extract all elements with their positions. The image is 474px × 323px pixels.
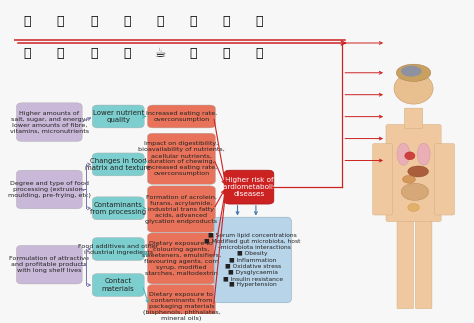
Text: 🥤: 🥤 <box>90 15 97 27</box>
Ellipse shape <box>401 183 428 201</box>
Ellipse shape <box>394 73 433 104</box>
Text: 🍔: 🍔 <box>156 15 164 27</box>
FancyBboxPatch shape <box>147 133 216 184</box>
Ellipse shape <box>401 66 421 77</box>
Text: ■ Serum lipid concentrations
■ Modified gut microbiota, host
  –microbiota inter: ■ Serum lipid concentrations ■ Modified … <box>204 233 301 287</box>
Text: 🍿: 🍿 <box>24 15 31 27</box>
Text: 🍟: 🍟 <box>24 47 31 60</box>
Text: Higher risk of
cardiometabolic
diseases: Higher risk of cardiometabolic diseases <box>220 177 278 197</box>
Text: 🍔: 🍔 <box>57 47 64 60</box>
Text: 🌮: 🌮 <box>255 47 263 60</box>
FancyBboxPatch shape <box>415 213 432 309</box>
FancyBboxPatch shape <box>435 143 455 215</box>
FancyBboxPatch shape <box>92 105 144 128</box>
Text: 🍨: 🍨 <box>189 47 197 60</box>
FancyBboxPatch shape <box>404 108 423 128</box>
Text: 🥪: 🥪 <box>222 47 230 60</box>
Text: Degree and type of food
processing (extrusion,
moulding, pre-frying, etc): Degree and type of food processing (extr… <box>8 181 91 198</box>
Text: ☕: ☕ <box>154 47 165 60</box>
Text: 🍩: 🍩 <box>90 47 97 60</box>
FancyBboxPatch shape <box>92 238 144 260</box>
Text: Food additives and other
industrial ingredients: Food additives and other industrial ingr… <box>78 244 158 255</box>
Text: 🍕: 🍕 <box>189 15 197 27</box>
FancyBboxPatch shape <box>92 197 144 220</box>
Ellipse shape <box>397 143 410 165</box>
Ellipse shape <box>408 166 428 177</box>
Text: Dietary exposure to
colouring agents,
sweeteners, emulsifiers,
flavouring agents: Dietary exposure to colouring agents, sw… <box>142 241 221 276</box>
FancyBboxPatch shape <box>92 274 144 297</box>
Text: Higher amounts of
salt, sugar, and energy;
lower amounts of fibre,
vitamins, mic: Higher amounts of salt, sugar, and energ… <box>10 110 89 134</box>
FancyBboxPatch shape <box>373 143 392 215</box>
Ellipse shape <box>396 64 431 81</box>
Text: Impact on digestibility,
bioavailability of nutrients,
acellular nutrients,
dura: Impact on digestibility, bioavailability… <box>138 141 225 176</box>
Text: Changes in food
matrix and texture: Changes in food matrix and texture <box>85 158 151 171</box>
FancyBboxPatch shape <box>397 213 413 309</box>
Text: Increased eating rate,
overconsumption: Increased eating rate, overconsumption <box>146 111 217 122</box>
Text: Formulation of attractive
and profitable products
with long shelf lives: Formulation of attractive and profitable… <box>9 256 89 273</box>
Text: Contaminants
from processing: Contaminants from processing <box>90 202 146 215</box>
FancyBboxPatch shape <box>92 153 144 176</box>
Text: Lower nutrient
quality: Lower nutrient quality <box>92 110 144 123</box>
Ellipse shape <box>402 175 415 183</box>
Text: 🧃: 🧃 <box>222 15 230 27</box>
FancyBboxPatch shape <box>17 103 82 141</box>
Ellipse shape <box>417 143 430 165</box>
Text: 🌭: 🌭 <box>123 15 130 27</box>
FancyBboxPatch shape <box>147 105 216 128</box>
FancyBboxPatch shape <box>147 186 216 232</box>
Text: 🥚: 🥚 <box>57 15 64 27</box>
FancyBboxPatch shape <box>147 285 216 323</box>
FancyBboxPatch shape <box>147 233 216 284</box>
FancyBboxPatch shape <box>214 217 292 303</box>
FancyBboxPatch shape <box>17 170 82 209</box>
Text: 🧂: 🧂 <box>255 15 263 27</box>
FancyBboxPatch shape <box>17 245 82 284</box>
FancyBboxPatch shape <box>224 170 274 204</box>
Ellipse shape <box>408 203 419 212</box>
Text: Dietary exposure to
contaminants from
packaging materials
(bisphenols, phthalate: Dietary exposure to contaminants from pa… <box>143 292 220 321</box>
Text: Formation of acrolein,
furans, acrylamide,
industrial trans fatty
acids, advance: Formation of acrolein, furans, acrylamid… <box>146 194 218 224</box>
FancyBboxPatch shape <box>386 124 441 222</box>
Ellipse shape <box>405 152 415 160</box>
Text: Contact
materials: Contact materials <box>102 278 135 292</box>
Text: 🍿: 🍿 <box>123 47 130 60</box>
